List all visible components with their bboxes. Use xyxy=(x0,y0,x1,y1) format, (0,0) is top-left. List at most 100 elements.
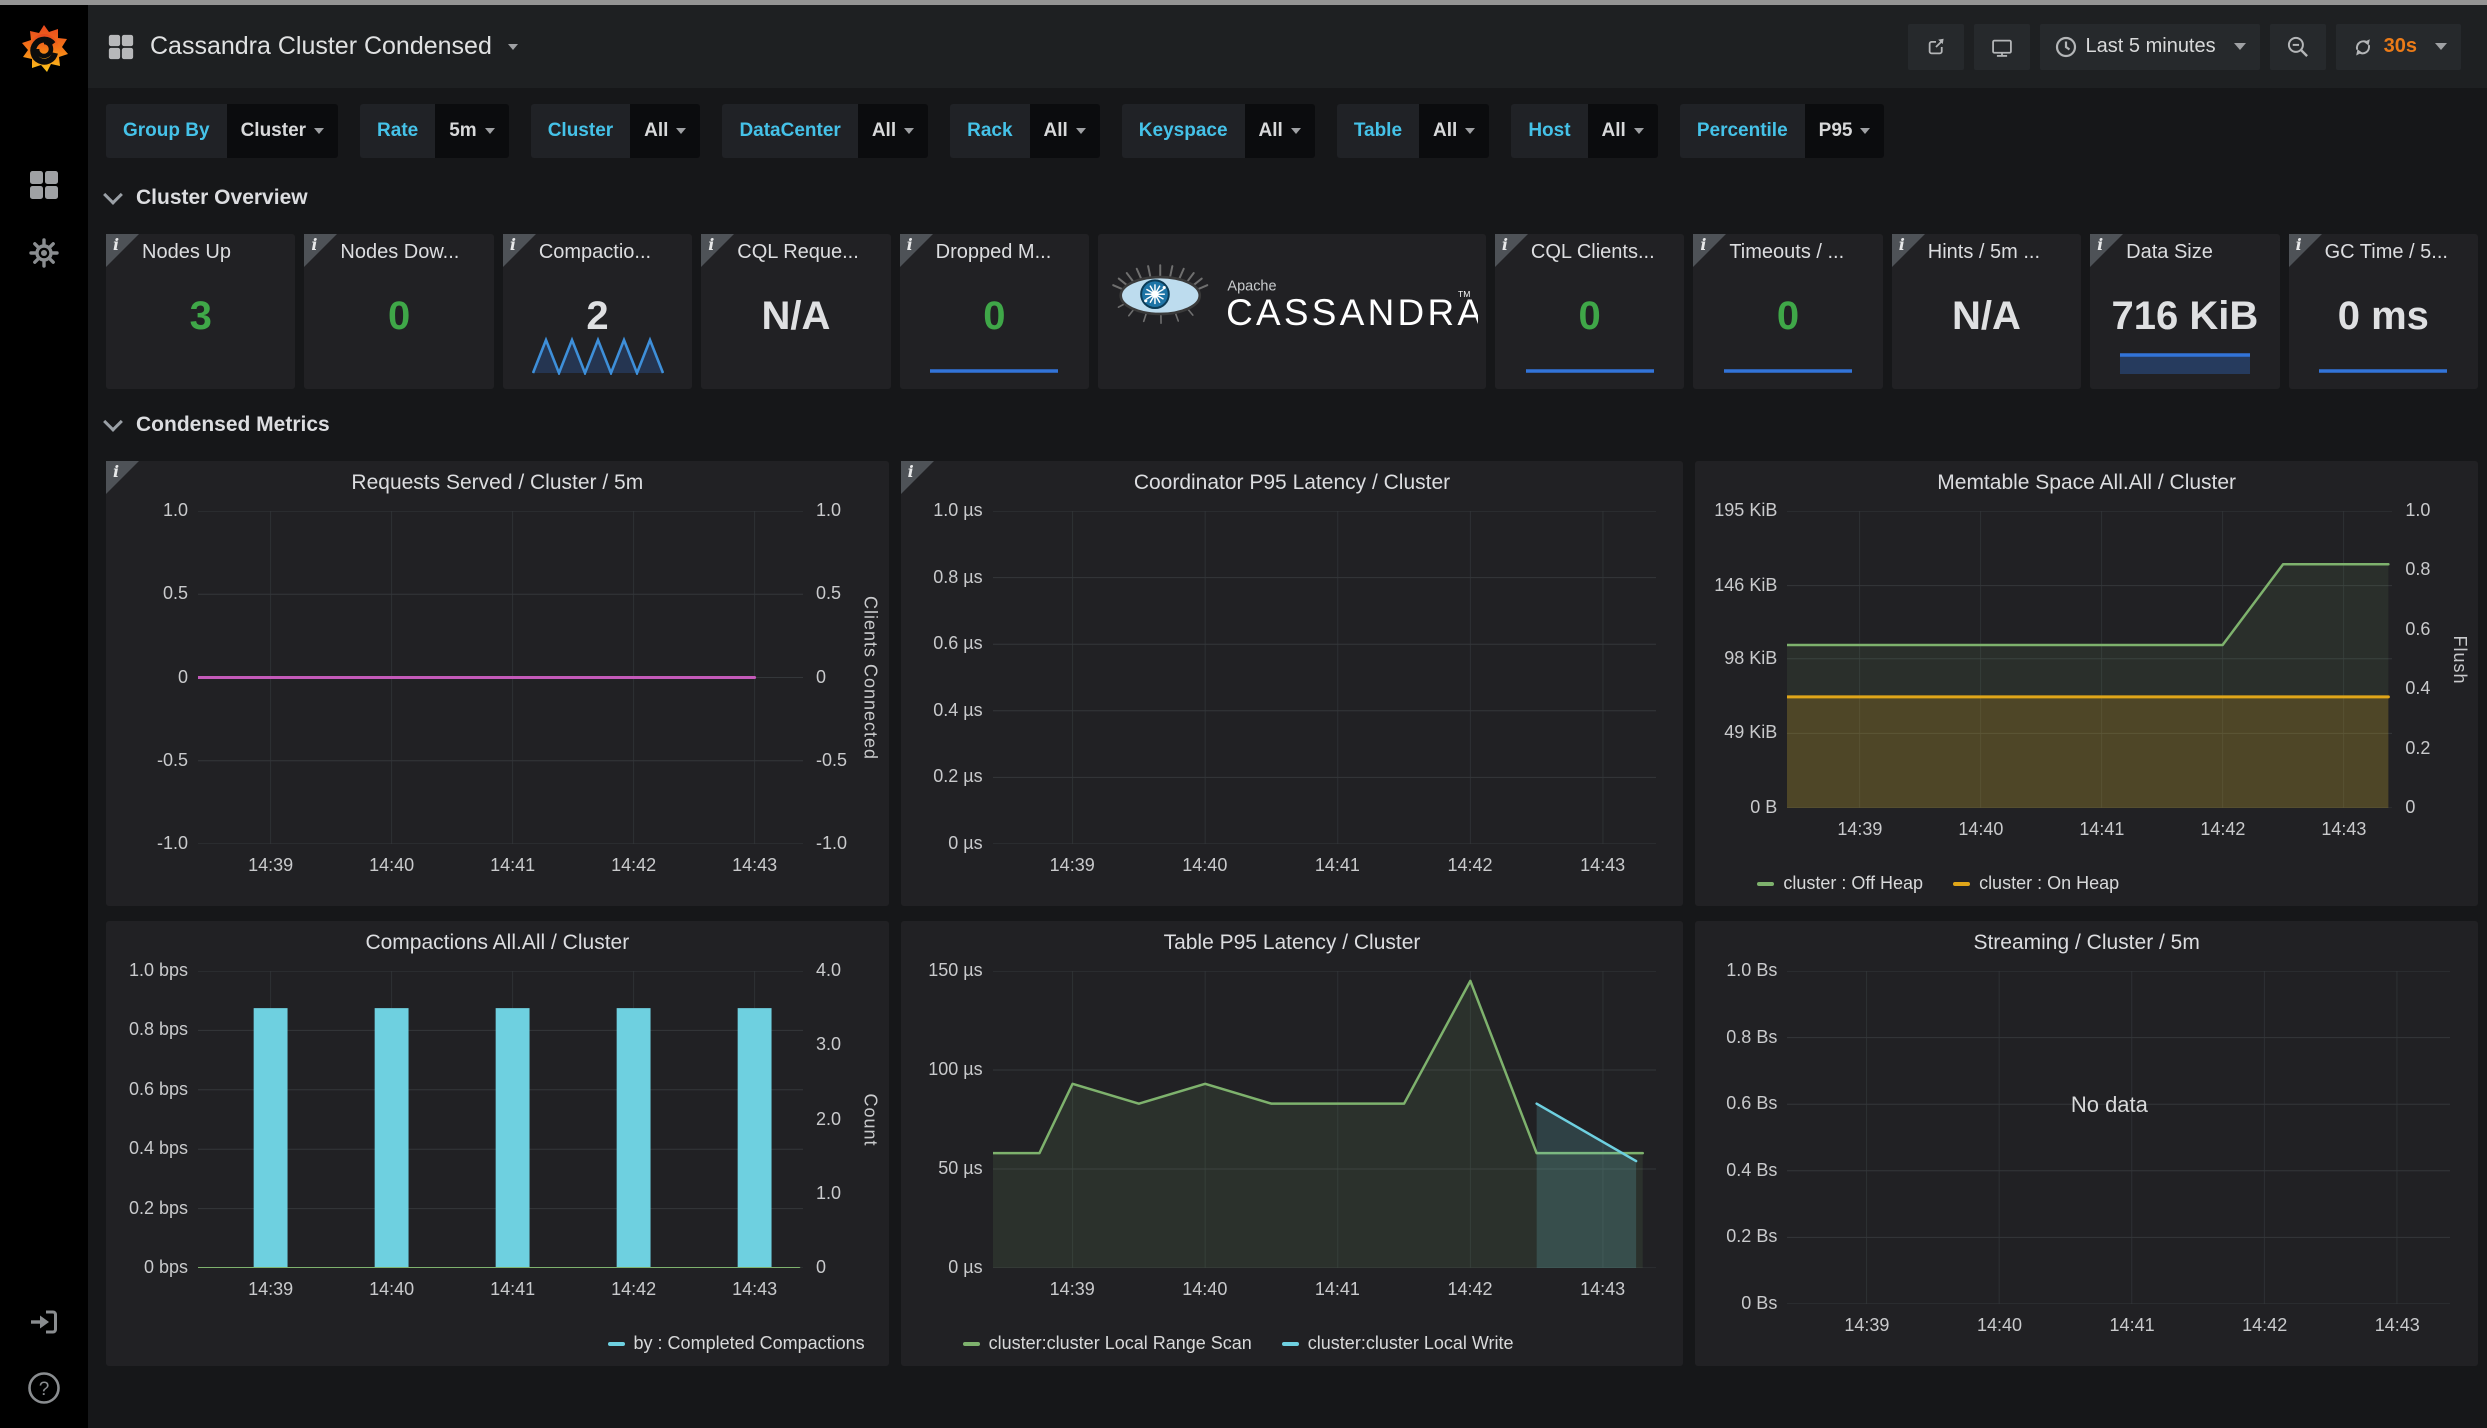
section-title: Condensed Metrics xyxy=(136,413,330,436)
legend-item[interactable]: cluster : Off Heap xyxy=(1757,873,1923,894)
plot-area[interactable] xyxy=(1787,970,2451,1305)
dashboard-title[interactable]: Cassandra Cluster Condensed xyxy=(150,32,492,60)
filter-value-dropdown[interactable]: All xyxy=(1244,104,1315,158)
panel-title[interactable]: Streaming / Cluster / 5m xyxy=(1973,931,2200,954)
time-range-picker[interactable]: Last 5 minutes xyxy=(2039,23,2260,70)
dashboards-icon[interactable] xyxy=(0,170,88,200)
panel-info-corner[interactable] xyxy=(1494,234,1528,267)
x-axis-tick: 14:43 xyxy=(2374,1315,2420,1335)
filter-label: Rack xyxy=(950,104,1030,158)
share-button[interactable] xyxy=(1907,23,1964,70)
panel-info-corner[interactable] xyxy=(106,234,139,267)
legend-swatch xyxy=(1757,881,1775,886)
stat-title[interactable]: Compactio... xyxy=(538,241,652,263)
panel-info-corner[interactable] xyxy=(502,234,536,267)
info-icon: i xyxy=(113,462,120,481)
chevron-down-icon xyxy=(103,185,123,205)
filter-value-dropdown[interactable]: All xyxy=(1587,104,1658,158)
filter-value-dropdown[interactable]: P95 xyxy=(1804,104,1885,158)
y-axis-tick: 0.8 Bs xyxy=(1726,1026,1778,1047)
tv-mode-button[interactable] xyxy=(1973,23,2030,70)
stat-title[interactable]: Data Size xyxy=(2126,241,2213,263)
chevron-down-icon xyxy=(904,128,915,134)
legend-item[interactable]: by : Completed Compactions xyxy=(607,1333,865,1354)
filter-bar: Group By Cluster Rate 5m Cluster All DataCente… xyxy=(106,104,2478,158)
legend-item[interactable]: cluster:cluster Local Range Scan xyxy=(962,1333,1252,1354)
y-axis-tick: 0.8 bps xyxy=(128,1019,188,1040)
filter-value-dropdown[interactable]: All xyxy=(857,104,929,158)
plot-area[interactable] xyxy=(1785,510,2393,809)
filter-value-dropdown[interactable]: 5m xyxy=(435,104,509,158)
stat-title[interactable]: Nodes Dow... xyxy=(340,241,460,263)
panel-info-corner[interactable] xyxy=(1891,234,1925,267)
filter-percentile: Percentile P95 xyxy=(1679,104,1885,158)
x-axis-tick: 14:40 xyxy=(369,855,415,875)
y-axis-tick-right: 3.0 xyxy=(816,1034,842,1055)
time-range-label: Last 5 minutes xyxy=(2085,35,2216,57)
stat-title[interactable]: GC Time / 5... xyxy=(2324,241,2448,263)
legend-item[interactable]: cluster : On Heap xyxy=(1953,873,2119,894)
refresh-button[interactable]: 30s xyxy=(2335,23,2461,70)
panel-title[interactable]: Requests Served / Cluster / 5m xyxy=(351,471,644,494)
legend-item[interactable]: cluster:cluster Local Write xyxy=(1281,1333,1514,1354)
filter-label: Rate xyxy=(360,104,436,158)
stat-value: 0 xyxy=(983,294,1006,338)
stat-value: 0 xyxy=(1578,294,1601,338)
stat-title[interactable]: Nodes Up xyxy=(142,241,231,263)
x-axis-tick: 14:41 xyxy=(2109,1315,2155,1335)
panel-coordinator-p95: i Coordinator P95 Latency / Cluster 1.0 µs… xyxy=(900,461,1684,906)
panel-info-corner[interactable] xyxy=(106,461,139,494)
legend-swatch xyxy=(962,1341,980,1346)
info-icon: i xyxy=(1898,235,1905,254)
y-axis-tick: 195 KiB xyxy=(1714,500,1778,520)
panel-info-corner[interactable] xyxy=(304,234,338,267)
y-axis-tick: 0.2 Bs xyxy=(1726,1226,1778,1247)
info-icon: i xyxy=(907,462,914,481)
y-axis-tick: -1.0 xyxy=(156,833,188,853)
plot-area[interactable] xyxy=(992,510,1656,845)
grafana-logo[interactable] xyxy=(0,22,88,76)
panel-info-corner[interactable] xyxy=(701,234,735,267)
panel-info-corner[interactable] xyxy=(2288,234,2322,267)
chevron-down-icon xyxy=(1465,128,1476,134)
filter-value-dropdown[interactable]: All xyxy=(1029,104,1100,158)
stat-panel-cql-requests: i CQL Reque... N/A xyxy=(701,234,891,389)
panel-info-corner[interactable] xyxy=(2090,234,2124,267)
panel-title[interactable]: Compactions All.All / Cluster xyxy=(365,931,630,954)
stat-value: 2 xyxy=(586,294,609,338)
help-icon[interactable]: ? xyxy=(0,1370,88,1406)
stat-title[interactable]: CQL Reque... xyxy=(737,241,859,263)
legend: cluster : Off Heap cluster : On Heap xyxy=(1757,873,2119,894)
panel-title[interactable]: Table P95 Latency / Cluster xyxy=(1163,931,1421,954)
filter-value-dropdown[interactable]: All xyxy=(1419,104,1490,158)
x-axis-tick: 14:40 xyxy=(1182,1279,1228,1299)
panel-info-corner[interactable] xyxy=(1693,234,1727,267)
dashboard-grid-icon[interactable] xyxy=(108,34,134,60)
x-axis-tick: 14:42 xyxy=(1447,855,1493,875)
stat-title[interactable]: Dropped M... xyxy=(935,241,1052,263)
section-condensed-metrics[interactable]: Condensed Metrics xyxy=(103,389,2478,461)
section-cluster-overview[interactable]: Cluster Overview xyxy=(103,162,2478,234)
chevron-down-icon xyxy=(2435,43,2447,50)
panel-info-corner[interactable] xyxy=(900,461,934,494)
settings-gear-icon[interactable] xyxy=(0,237,88,269)
stat-title[interactable]: Timeouts / ... xyxy=(1729,241,1845,263)
x-axis-tick: 14:42 xyxy=(1447,1279,1493,1299)
panel-info-corner[interactable] xyxy=(899,234,933,267)
y-axis-tick: 0.4 Bs xyxy=(1726,1159,1778,1180)
sign-in-icon[interactable] xyxy=(0,1305,88,1339)
plot-area[interactable] xyxy=(196,510,803,845)
plot-area[interactable] xyxy=(991,970,1656,1269)
panel-title[interactable]: Coordinator P95 Latency / Cluster xyxy=(1133,471,1451,494)
stat-sparkline xyxy=(2317,331,2449,380)
stat-title[interactable]: Hints / 5m ... xyxy=(1927,241,2040,263)
plot-area[interactable] xyxy=(197,970,803,1269)
panel-title[interactable]: Memtable Space All.All / Cluster xyxy=(1937,471,2237,494)
stat-title[interactable]: CQL Clients... xyxy=(1530,241,1655,263)
x-axis-tick: 14:42 xyxy=(2242,1315,2288,1335)
filter-value-dropdown[interactable]: Cluster xyxy=(226,104,339,158)
x-axis-tick: 14:39 xyxy=(1837,819,1883,839)
zoom-out-button[interactable] xyxy=(2269,23,2326,70)
filter-value-dropdown[interactable]: All xyxy=(630,104,701,158)
info-icon: i xyxy=(311,235,318,254)
